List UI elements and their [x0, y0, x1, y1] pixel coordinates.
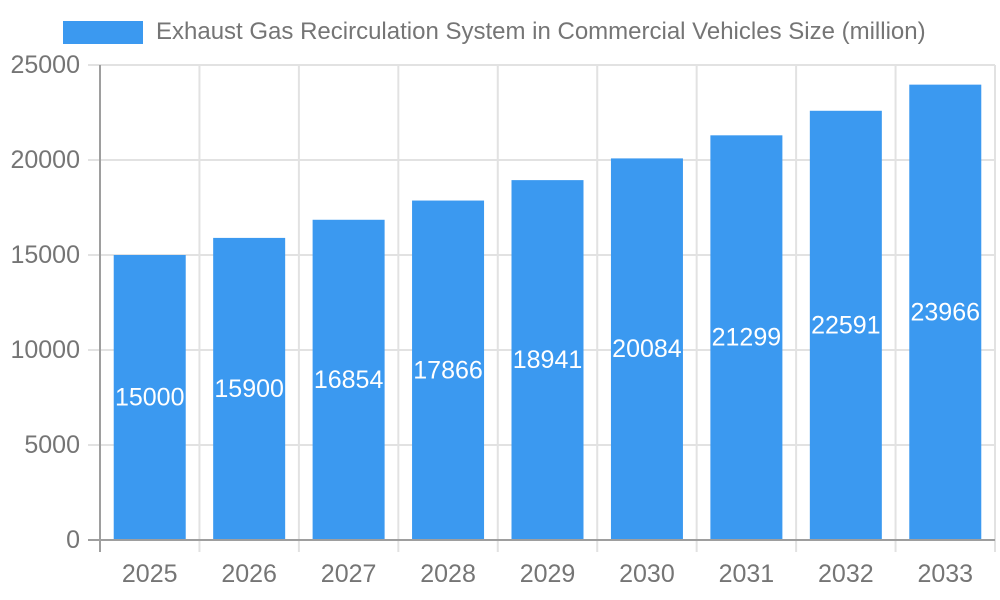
bar[interactable]: [312, 219, 385, 541]
x-tick-label: 2031: [719, 560, 775, 588]
bar[interactable]: [710, 135, 783, 540]
bar[interactable]: [412, 200, 485, 540]
legend-label[interactable]: Exhaust Gas Recirculation System in Comm…: [156, 18, 926, 45]
bar-value-label: 16854: [314, 366, 384, 394]
bar[interactable]: [511, 180, 584, 540]
bar-value-label: 22591: [811, 311, 881, 339]
x-tick-label: 2030: [619, 560, 675, 588]
y-tick-label: 10000: [10, 336, 80, 364]
x-tick-label: 2028: [420, 560, 476, 588]
chart-legend[interactable]: Exhaust Gas Recirculation System in Comm…: [63, 16, 926, 48]
bar[interactable]: [909, 84, 982, 540]
legend-swatch[interactable]: [63, 20, 143, 44]
bar-value-label: 23966: [911, 298, 981, 326]
x-tick-label: 2025: [122, 560, 178, 588]
x-tick-label: 2033: [917, 560, 973, 588]
y-tick-label: 0: [66, 526, 80, 554]
x-tick-label: 2026: [221, 560, 277, 588]
y-tick-label: 20000: [10, 146, 80, 174]
y-tick-label: 25000: [10, 51, 80, 79]
x-tick-label: 2027: [321, 560, 377, 588]
y-tick-label: 5000: [24, 431, 80, 459]
bar-value-label: 21299: [712, 324, 782, 352]
bar[interactable]: [610, 158, 683, 541]
y-tick-label: 15000: [10, 241, 80, 269]
bar-value-label: 17866: [413, 356, 483, 384]
bar-value-label: 18941: [513, 346, 583, 374]
bar-value-label: 20084: [612, 335, 682, 363]
bar[interactable]: [809, 110, 882, 541]
x-tick-label: 2029: [520, 560, 576, 588]
bar-value-label: 15000: [115, 384, 185, 412]
bar-value-label: 15900: [214, 375, 284, 403]
bar[interactable]: [113, 255, 186, 540]
x-tick-label: 2032: [818, 560, 874, 588]
bar[interactable]: [213, 237, 286, 540]
